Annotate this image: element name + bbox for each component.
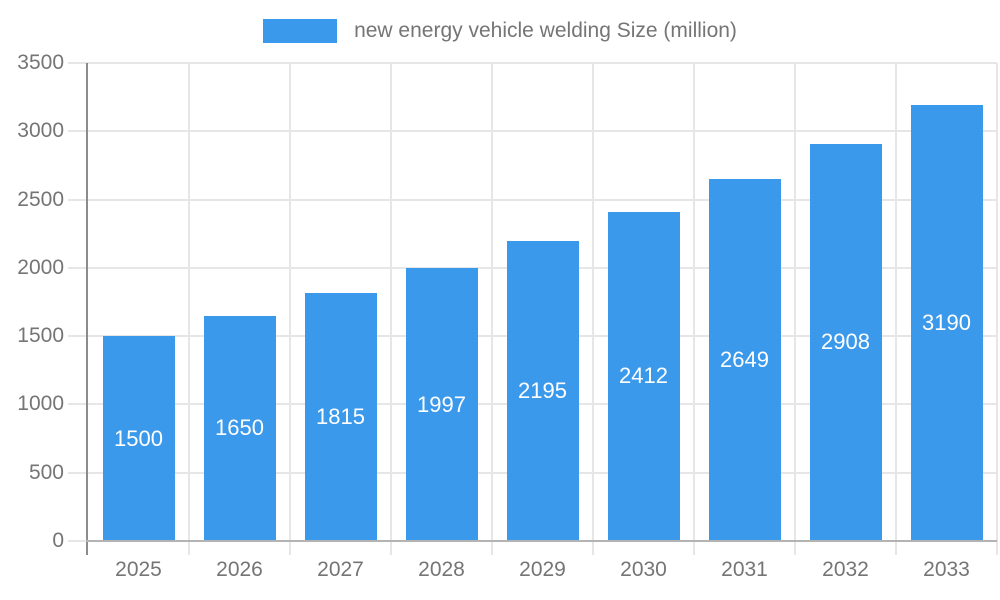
y-tick-label: 500 (28, 460, 64, 484)
bar-2029[interactable]: 2195 (506, 241, 579, 541)
y-tick-label: 3500 (17, 51, 64, 74)
bar-2028[interactable]: 1997 (405, 268, 478, 541)
x-tick-label: 2033 (923, 558, 970, 581)
x-tick-label: 2030 (620, 558, 667, 581)
bar-value-label: 1650 (215, 415, 264, 441)
bar-2033[interactable]: 3190 (910, 105, 983, 541)
bar-value-label: 2412 (619, 363, 668, 389)
h-gridline (68, 62, 997, 64)
y-axis-line (86, 63, 88, 555)
v-gridline (592, 63, 594, 555)
y-tick-label: 0 (52, 529, 64, 552)
bar-2027[interactable]: 1815 (304, 293, 377, 541)
v-gridline (693, 63, 695, 555)
x-axis-line (86, 540, 997, 542)
v-gridline (390, 63, 392, 555)
bar-value-label: 1500 (114, 425, 163, 451)
y-tick-label: 2000 (17, 255, 64, 279)
h-gridline (68, 130, 997, 133)
y-tick-label: 1500 (17, 324, 64, 348)
v-gridline (289, 63, 291, 555)
x-tick-label: 2031 (721, 558, 768, 581)
y-tick-label: 2500 (17, 187, 64, 211)
y-tick-label: 3000 (17, 119, 64, 143)
bar-value-label: 2649 (720, 347, 769, 373)
x-tick-label: 2032 (822, 558, 869, 581)
bar-value-label: 2908 (821, 329, 870, 355)
v-gridline (188, 63, 190, 555)
bar-2031[interactable]: 2649 (708, 179, 781, 541)
x-tick-label: 2027 (317, 558, 364, 581)
x-tick-label: 2028 (418, 558, 465, 581)
bar-value-label: 1815 (316, 404, 365, 430)
legend-swatch (263, 19, 338, 43)
bar-value-label: 2195 (518, 378, 567, 404)
x-tick-label: 2029 (519, 558, 566, 581)
y-tick-label: 1000 (17, 392, 64, 416)
h-gridline (68, 198, 997, 201)
legend-item[interactable]: new energy vehicle welding Size (million… (0, 18, 1000, 44)
bar-2030[interactable]: 2412 (607, 211, 680, 541)
v-gridline (895, 63, 897, 555)
v-gridline (491, 63, 493, 555)
bar-value-label: 1997 (417, 391, 466, 417)
v-gridline (996, 63, 998, 555)
bar-2026[interactable]: 1650 (203, 315, 276, 541)
v-gridline (794, 63, 796, 555)
x-tick-label: 2026 (216, 558, 263, 581)
bar-value-label: 3190 (922, 310, 971, 336)
x-tick-label: 2025 (115, 558, 162, 581)
legend-label: new energy vehicle welding Size (million… (354, 19, 737, 42)
bar-2025[interactable]: 1500 (102, 336, 175, 541)
bar-2032[interactable]: 2908 (809, 143, 882, 541)
